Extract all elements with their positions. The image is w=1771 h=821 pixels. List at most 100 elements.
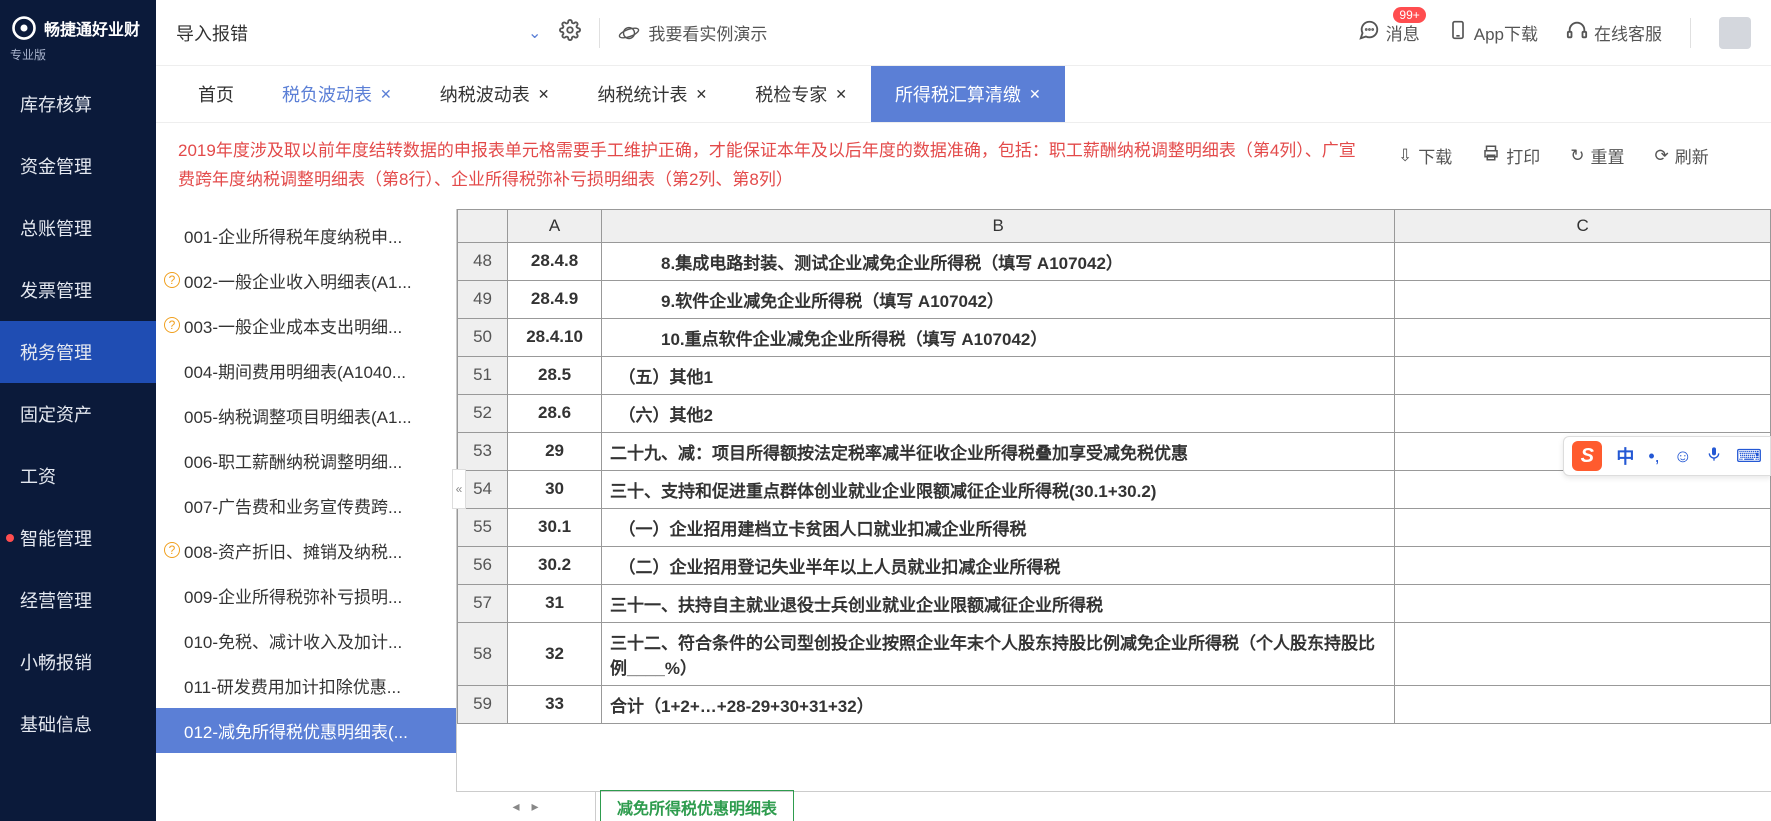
formlist-item[interactable]: 005-纳税调整项目明细表(A1...	[156, 393, 456, 438]
sidebar-item[interactable]: 小畅报销	[0, 631, 156, 693]
ime-mic-icon[interactable]	[1706, 444, 1722, 469]
cell[interactable]: 33	[508, 685, 602, 723]
reset-button[interactable]: ↻ 重置	[1570, 143, 1624, 168]
sidebar-item[interactable]: 工资	[0, 445, 156, 507]
cell[interactable]	[1395, 546, 1771, 584]
row-header[interactable]: 56	[458, 546, 508, 584]
sheet-tab[interactable]: 减免所得税优惠明细表	[600, 790, 794, 821]
tab[interactable]: 税负波动表✕	[258, 66, 416, 122]
cell[interactable]: （五）其他1	[602, 356, 1395, 394]
cell[interactable]	[1395, 394, 1771, 432]
ime-toolbar[interactable]: S 中 •, ☺ ⌨	[1563, 436, 1771, 476]
sidebar-item[interactable]: 库存核算	[0, 73, 156, 135]
ime-keyboard-icon[interactable]: ⌨	[1736, 446, 1762, 467]
cell[interactable]: 三十一、扶持自主就业退役士兵创业就业企业限额减征企业所得税	[602, 584, 1395, 622]
sidebar-item[interactable]: 固定资产	[0, 383, 156, 445]
tab[interactable]: 所得税汇算清缴✕	[871, 66, 1065, 122]
formlist-item[interactable]: 007-广告费和业务宣传费跨...	[156, 483, 456, 528]
customer-service-button[interactable]: 在线客服	[1566, 19, 1662, 46]
close-icon[interactable]: ✕	[538, 86, 550, 103]
close-icon[interactable]: ✕	[695, 86, 707, 103]
formlist-item[interactable]: 010-免税、减计收入及加计...	[156, 618, 456, 663]
cell[interactable]: （六）其他2	[602, 394, 1395, 432]
cell[interactable]: 30	[508, 470, 602, 508]
cell[interactable]	[1395, 622, 1771, 685]
formlist-item[interactable]: 001-企业所得税年度纳税申...	[156, 213, 456, 258]
cell[interactable]: 二十九、减：项目所得额按法定税率减半征收企业所得税叠加享受减免税优惠	[602, 432, 1395, 470]
cell[interactable]: 8.集成电路封装、测试企业减免企业所得税（填写 A107042）	[602, 242, 1395, 280]
cell[interactable]	[1395, 356, 1771, 394]
formlist-item[interactable]: ?002-一般企业收入明细表(A1...	[156, 258, 456, 303]
download-button[interactable]: ⇩ 下载	[1398, 143, 1452, 168]
demo-link[interactable]: 我要看实例演示	[618, 20, 767, 45]
cell[interactable]: （一）企业招用建档立卡贫困人口就业扣减企业所得税	[602, 508, 1395, 546]
sidebar-item[interactable]: 经营管理	[0, 569, 156, 631]
formlist-item[interactable]: ?003-一般企业成本支出明细...	[156, 303, 456, 348]
cell[interactable]: 28.4.10	[508, 318, 602, 356]
cell[interactable]: 28.6	[508, 394, 602, 432]
cell[interactable]	[1395, 685, 1771, 723]
row-header[interactable]: 58	[458, 622, 508, 685]
row-header[interactable]: 51	[458, 356, 508, 394]
cell[interactable]: 28.4.9	[508, 280, 602, 318]
cell[interactable]	[1395, 318, 1771, 356]
app-download-button[interactable]: App下载	[1448, 19, 1538, 46]
row-header[interactable]: 52	[458, 394, 508, 432]
sidebar-item[interactable]: 税务管理	[0, 321, 156, 383]
formlist-item[interactable]: ?008-资产折旧、摊销及纳税...	[156, 528, 456, 573]
cell[interactable]: 三十二、符合条件的公司型创投企业按照企业年末个人股东持股比例减免企业所得税（个人…	[602, 622, 1395, 685]
formlist-item[interactable]: 006-职工薪酬纳税调整明细...	[156, 438, 456, 483]
row-header[interactable]: 48	[458, 242, 508, 280]
cell[interactable]: （二）企业招用登记失业半年以上人员就业扣减企业所得税	[602, 546, 1395, 584]
import-error-select[interactable]: 导入报错 ⌄	[176, 20, 541, 46]
formlist-item[interactable]: 012-减免所得税优惠明细表(...	[156, 708, 456, 753]
cell[interactable]: 合计（1+2+…+28-29+30+31+32）	[602, 685, 1395, 723]
column-header[interactable]: C	[1395, 209, 1771, 242]
column-header[interactable]: B	[602, 209, 1395, 242]
row-header[interactable]: 50	[458, 318, 508, 356]
ime-emoji-icon[interactable]: ☺	[1674, 446, 1692, 467]
formlist-item[interactable]: 009-企业所得税弥补亏损明...	[156, 573, 456, 618]
row-header[interactable]: 55	[458, 508, 508, 546]
close-icon[interactable]: ✕	[380, 86, 392, 103]
print-button[interactable]: 打印	[1482, 143, 1540, 168]
row-header[interactable]: 59	[458, 685, 508, 723]
cell[interactable]: 32	[508, 622, 602, 685]
cell[interactable]: 10.重点软件企业减免企业所得税（填写 A107042）	[602, 318, 1395, 356]
sheet-corner[interactable]	[458, 209, 508, 242]
cell[interactable]: 30.2	[508, 546, 602, 584]
row-header[interactable]: 57	[458, 584, 508, 622]
sidebar-item[interactable]: 发票管理	[0, 259, 156, 321]
cell[interactable]	[1395, 280, 1771, 318]
tab[interactable]: 税检专家✕	[731, 66, 871, 122]
collapse-handle[interactable]: «	[452, 469, 466, 509]
cell[interactable]	[1395, 242, 1771, 280]
row-header[interactable]: 53	[458, 432, 508, 470]
spreadsheet[interactable]: ABC 4828.4.8 8.集成电路封装、测试企业减免企业所得税（填写 A107…	[456, 209, 1771, 791]
row-header[interactable]: 49	[458, 280, 508, 318]
tab[interactable]: 首页	[174, 66, 258, 122]
messages-button[interactable]: 消息 99+	[1358, 19, 1420, 46]
ime-lang[interactable]: 中	[1616, 443, 1634, 469]
cell[interactable]	[1395, 584, 1771, 622]
formlist-item[interactable]: 011-研发费用加计扣除优惠...	[156, 663, 456, 708]
cell[interactable]: 29	[508, 432, 602, 470]
cell[interactable]	[1395, 508, 1771, 546]
tab[interactable]: 纳税统计表✕	[573, 66, 731, 122]
avatar[interactable]	[1719, 17, 1751, 49]
cell[interactable]: 30.1	[508, 508, 602, 546]
formlist-item[interactable]: 004-期间费用明细表(A1040...	[156, 348, 456, 393]
cell[interactable]: 28.4.8	[508, 242, 602, 280]
sidebar-item[interactable]: 总账管理	[0, 197, 156, 259]
sheet-tab-nav[interactable]: ◂▸	[456, 792, 596, 821]
cell[interactable]: 28.5	[508, 356, 602, 394]
column-header[interactable]: A	[508, 209, 602, 242]
tab[interactable]: 纳税波动表✕	[416, 66, 574, 122]
sidebar-item[interactable]: 资金管理	[0, 135, 156, 197]
sidebar-item[interactable]: 基础信息	[0, 693, 156, 755]
cell[interactable]: 三十、支持和促进重点群体创业就业企业限额减征企业所得税(30.1+30.2)	[602, 470, 1395, 508]
cell[interactable]: 31	[508, 584, 602, 622]
close-icon[interactable]: ✕	[835, 86, 847, 103]
ime-punct-icon[interactable]: •,	[1648, 446, 1659, 467]
cell[interactable]: 9.软件企业减免企业所得税（填写 A107042）	[602, 280, 1395, 318]
